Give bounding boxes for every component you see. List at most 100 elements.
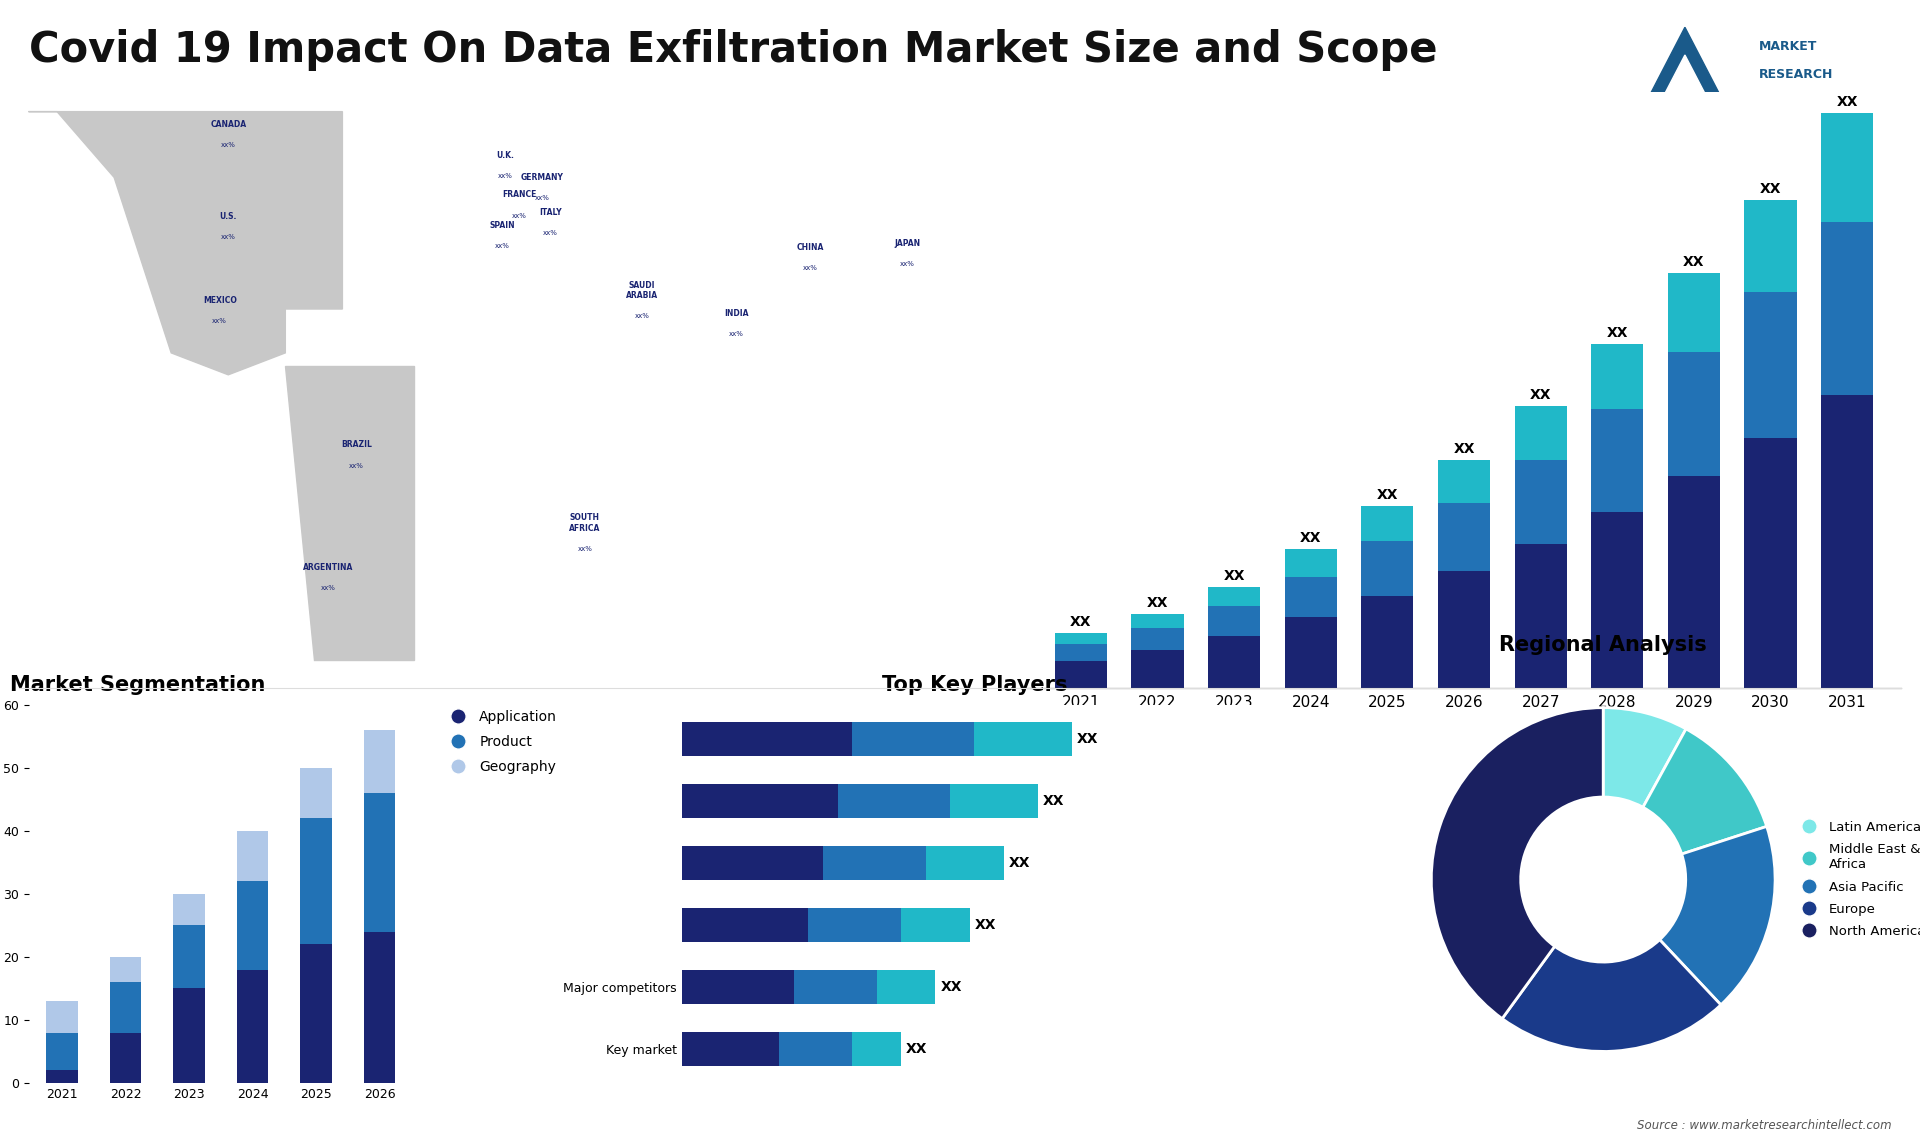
Text: xx%: xx% xyxy=(221,235,236,241)
Text: xx%: xx% xyxy=(221,142,236,148)
Bar xyxy=(1054,660,1108,688)
Bar xyxy=(1745,292,1797,439)
Text: INTELLECT: INTELLECT xyxy=(1759,95,1834,109)
Polygon shape xyxy=(286,366,413,660)
Wedge shape xyxy=(1501,940,1720,1051)
Text: xx%: xx% xyxy=(321,586,336,591)
Bar xyxy=(1284,576,1336,618)
Text: XX: XX xyxy=(1453,442,1475,456)
Text: xx%: xx% xyxy=(578,545,593,552)
Bar xyxy=(877,970,935,1004)
Bar xyxy=(900,908,970,942)
Bar xyxy=(682,846,824,880)
Bar xyxy=(1208,606,1260,636)
Bar xyxy=(1131,628,1183,650)
Legend: Latin America, Middle East &
Africa, Asia Pacific, Europe, North America: Latin America, Middle East & Africa, Asi… xyxy=(1789,816,1920,943)
Title: Regional Analysis: Regional Analysis xyxy=(1500,635,1707,654)
Bar xyxy=(300,944,332,1083)
Text: U.S.: U.S. xyxy=(219,212,236,221)
Wedge shape xyxy=(1603,707,1686,807)
Legend: Application, Product, Geography: Application, Product, Geography xyxy=(440,704,563,779)
Text: XX: XX xyxy=(1684,256,1705,269)
Text: XX: XX xyxy=(973,918,996,932)
Bar xyxy=(46,1070,79,1083)
Bar xyxy=(1208,636,1260,688)
Bar xyxy=(808,908,900,942)
Text: XX: XX xyxy=(1530,387,1551,402)
Polygon shape xyxy=(1628,28,1741,136)
Text: ITALY: ITALY xyxy=(540,207,563,217)
Text: CANADA: CANADA xyxy=(209,120,246,129)
Bar xyxy=(1592,409,1644,511)
Bar xyxy=(1745,201,1797,292)
Text: INDIA: INDIA xyxy=(724,308,749,317)
Bar xyxy=(363,730,396,793)
Text: MEXICO: MEXICO xyxy=(204,296,236,305)
Bar xyxy=(1820,221,1874,395)
Bar xyxy=(300,768,332,818)
Bar xyxy=(852,1031,900,1066)
Wedge shape xyxy=(1659,826,1776,1005)
Polygon shape xyxy=(1651,55,1718,120)
Text: XX: XX xyxy=(1043,794,1064,808)
Text: GERMANY: GERMANY xyxy=(520,173,564,182)
Text: RESEARCH: RESEARCH xyxy=(1759,68,1834,80)
Bar xyxy=(1515,406,1567,460)
Text: xx%: xx% xyxy=(730,331,743,337)
Text: XX: XX xyxy=(1300,532,1321,545)
Bar xyxy=(682,784,837,818)
Text: xx%: xx% xyxy=(543,230,559,236)
Text: xx%: xx% xyxy=(497,173,513,179)
Text: CHINA: CHINA xyxy=(797,243,824,252)
Bar xyxy=(173,926,205,988)
Polygon shape xyxy=(29,111,342,375)
Bar xyxy=(852,722,973,756)
Bar xyxy=(109,982,142,1033)
Text: xx%: xx% xyxy=(803,265,818,272)
Bar xyxy=(109,957,142,982)
Bar xyxy=(1438,460,1490,503)
Text: xx%: xx% xyxy=(636,313,649,320)
Text: XX: XX xyxy=(1069,615,1092,629)
Text: XX: XX xyxy=(1223,570,1244,583)
Bar xyxy=(824,846,925,880)
Bar xyxy=(236,831,269,881)
Bar xyxy=(1054,644,1108,660)
Bar xyxy=(1592,511,1644,688)
Bar xyxy=(363,793,396,932)
Bar xyxy=(1284,549,1336,576)
Wedge shape xyxy=(1644,729,1766,854)
Bar xyxy=(1820,395,1874,688)
Bar xyxy=(780,1031,852,1066)
Bar xyxy=(173,988,205,1083)
Text: Source : www.marketresearchintellect.com: Source : www.marketresearchintellect.com xyxy=(1636,1120,1891,1132)
Text: U.K.: U.K. xyxy=(495,151,515,160)
Text: MARKET: MARKET xyxy=(1759,40,1816,53)
Title: Top Key Players: Top Key Players xyxy=(881,675,1068,694)
Text: xx%: xx% xyxy=(213,317,227,324)
Bar xyxy=(1361,541,1413,596)
Text: xx%: xx% xyxy=(349,463,365,469)
Bar xyxy=(793,970,877,1004)
Bar xyxy=(46,1033,79,1070)
Bar xyxy=(925,846,1004,880)
Bar xyxy=(1515,460,1567,544)
Text: ARGENTINA: ARGENTINA xyxy=(303,563,353,572)
Text: SPAIN: SPAIN xyxy=(490,221,515,230)
Text: XX: XX xyxy=(1146,596,1167,611)
Bar xyxy=(1438,571,1490,688)
Text: xx%: xx% xyxy=(495,243,509,249)
Bar xyxy=(682,908,808,942)
Text: xx%: xx% xyxy=(900,261,914,267)
Bar xyxy=(682,722,852,756)
Text: XX: XX xyxy=(1836,95,1859,109)
Bar xyxy=(1131,650,1183,688)
Text: XX: XX xyxy=(1377,488,1398,502)
Text: XX: XX xyxy=(941,980,962,994)
Bar xyxy=(837,784,950,818)
Text: XX: XX xyxy=(1077,732,1098,746)
Bar xyxy=(173,894,205,926)
Bar xyxy=(1438,503,1490,571)
Wedge shape xyxy=(1430,707,1603,1019)
Bar xyxy=(1515,544,1567,688)
